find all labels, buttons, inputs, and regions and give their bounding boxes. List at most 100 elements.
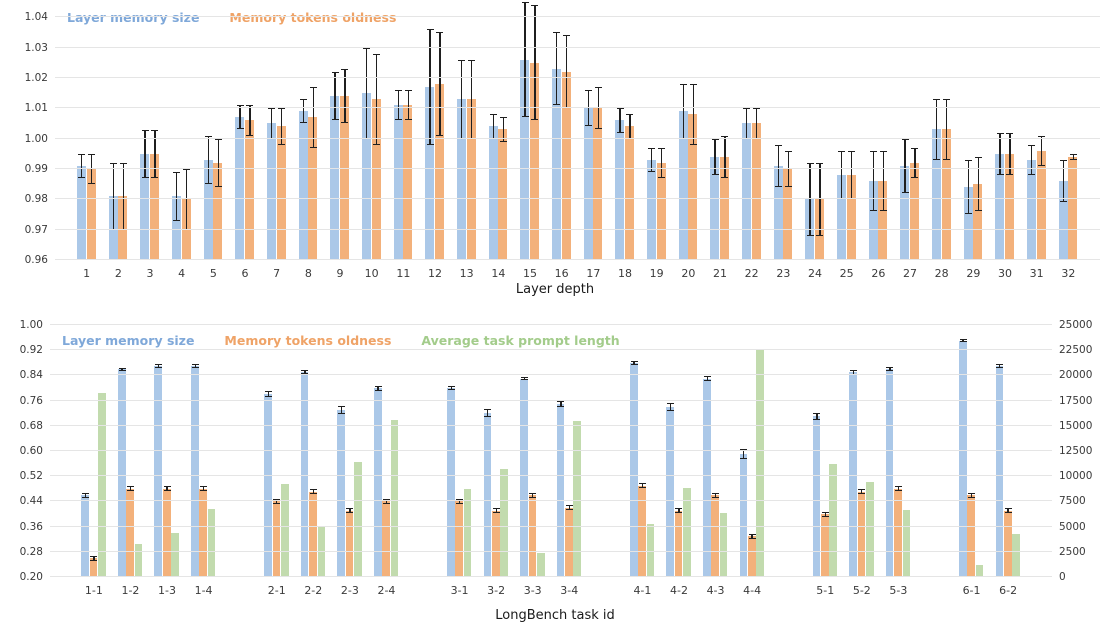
y-axis-tick-label: 0.68 — [19, 419, 43, 432]
layer-depth-legend: Layer memory size Memory tokens oldness — [67, 10, 396, 25]
x-axis-tick-label: 4-3 — [706, 584, 725, 597]
grid-line — [55, 228, 1100, 230]
longbench-task-bars-layer — [50, 325, 1052, 577]
error-bar — [959, 339, 967, 343]
bar-layer-memory-size — [373, 388, 382, 577]
bar-average-task-prompt-length — [719, 512, 728, 577]
x-axis-tick-label: 5-1 — [816, 584, 835, 597]
bar-layer-memory-size — [995, 365, 1004, 577]
error-bar — [363, 47, 371, 139]
x-axis-tick-label: 5-3 — [889, 584, 908, 597]
error-bar — [141, 129, 149, 179]
x-axis-tick-label: 13 — [459, 267, 474, 280]
x-axis-tick-label: 2 — [114, 267, 122, 280]
grid-line — [55, 107, 1100, 109]
error-bar — [331, 71, 339, 121]
bar-layer-memory-size — [1026, 159, 1036, 260]
x-axis-tick-label: 11 — [396, 267, 411, 280]
error-bar — [426, 29, 434, 145]
error-bar — [849, 369, 857, 375]
y2-axis-tick-label: 12500 — [1059, 445, 1093, 457]
bar-average-task-prompt-length — [829, 464, 838, 577]
error-bar — [1004, 508, 1012, 514]
grid-line — [50, 475, 1052, 477]
error-bar — [721, 135, 729, 179]
bar-layer-memory-size — [235, 117, 245, 260]
error-bar — [81, 492, 89, 498]
x-axis-tick-label: 6 — [241, 267, 249, 280]
bar-layer-memory-size — [456, 99, 466, 260]
bar-memory-tokens-oldness — [846, 175, 856, 260]
y-axis-tick-label: 0.36 — [19, 520, 43, 533]
error-bar — [492, 508, 500, 514]
error-bar — [658, 147, 666, 179]
error-bar — [689, 83, 697, 145]
bar-memory-tokens-oldness — [561, 71, 571, 260]
error-bar — [88, 153, 96, 185]
bar-layer-memory-size — [154, 365, 163, 577]
grid-line — [55, 137, 1100, 139]
bar-memory-tokens-oldness — [674, 510, 683, 577]
error-bar — [489, 114, 497, 139]
error-bar — [382, 498, 390, 504]
error-bar — [374, 385, 382, 391]
x-axis-tick-label: 3-4 — [560, 584, 579, 597]
error-bar — [943, 99, 951, 160]
error-bar — [191, 364, 199, 368]
layer-depth-bars-layer — [55, 2, 1100, 260]
x-axis-tick-label: 24 — [808, 267, 822, 280]
bar-layer-memory-size — [885, 369, 894, 577]
bar-layer-memory-size — [812, 416, 821, 577]
y2-axis-tick-label: 7500 — [1059, 495, 1086, 508]
error-bar — [675, 508, 683, 514]
longbench-task-plot: Layer memory size Memory tokens oldness Av… — [20, 319, 1093, 597]
x-axis-tick-label: 12 — [428, 267, 442, 280]
bar-layer-memory-size — [446, 388, 455, 577]
x-axis-tick-label: 3 — [146, 267, 154, 280]
legend-memory-tokens-oldness: Memory tokens oldness — [229, 10, 397, 25]
error-bar — [565, 505, 573, 511]
bar-layer-memory-size — [171, 196, 181, 260]
bar-layer-memory-size — [556, 403, 565, 577]
error-bar — [246, 105, 254, 136]
error-bar — [151, 129, 159, 179]
bar-memory-tokens-oldness — [528, 495, 537, 577]
grid-line — [55, 46, 1100, 48]
y2-axis-tick-label: 2500 — [1059, 545, 1086, 558]
bar-layer-memory-size — [551, 68, 561, 260]
x-axis-tick-label: 30 — [998, 267, 1012, 280]
error-bar — [520, 376, 528, 381]
error-bar — [456, 498, 464, 504]
error-bar — [341, 68, 349, 124]
grid-line — [55, 167, 1100, 169]
error-bar — [163, 486, 171, 492]
bar-layer-memory-size — [773, 165, 783, 260]
x-axis-tick-label: 29 — [966, 267, 981, 280]
grid-line — [50, 550, 1052, 552]
x-axis-tick-label: 2-4 — [377, 584, 396, 597]
bar-layer-memory-size — [298, 111, 308, 260]
error-bar — [894, 486, 902, 492]
error-bar — [337, 406, 345, 414]
x-axis-tick-label: 20 — [681, 267, 696, 280]
bar-memory-tokens-oldness — [435, 83, 445, 260]
error-bar — [90, 555, 98, 561]
longbench-task-chart: Layer memory size Memory tokens oldness Av… — [0, 304, 1110, 625]
bar-average-task-prompt-length — [134, 543, 143, 577]
error-bar — [964, 159, 972, 215]
bar-memory-tokens-oldness — [403, 105, 413, 260]
y-axis-tick-label: 0.98 — [24, 193, 48, 206]
grid-line — [50, 450, 1052, 451]
error-bar — [1069, 153, 1077, 160]
bar-layer-memory-size — [520, 378, 528, 577]
y-axis-tick-label: 0.52 — [19, 470, 43, 483]
bar-layer-memory-size — [117, 369, 126, 577]
y-axis-tick-label: 0.76 — [19, 394, 43, 407]
bar-layer-memory-size — [190, 365, 199, 577]
y-axis-tick-label: 1.01 — [24, 102, 48, 115]
bar-layer-memory-size — [361, 93, 371, 260]
bar-memory-tokens-oldness — [498, 129, 508, 260]
x-axis-tick-label: 3-2 — [487, 584, 506, 597]
error-bar — [816, 162, 824, 236]
y-axis-tick-label: 0.20 — [19, 571, 43, 583]
